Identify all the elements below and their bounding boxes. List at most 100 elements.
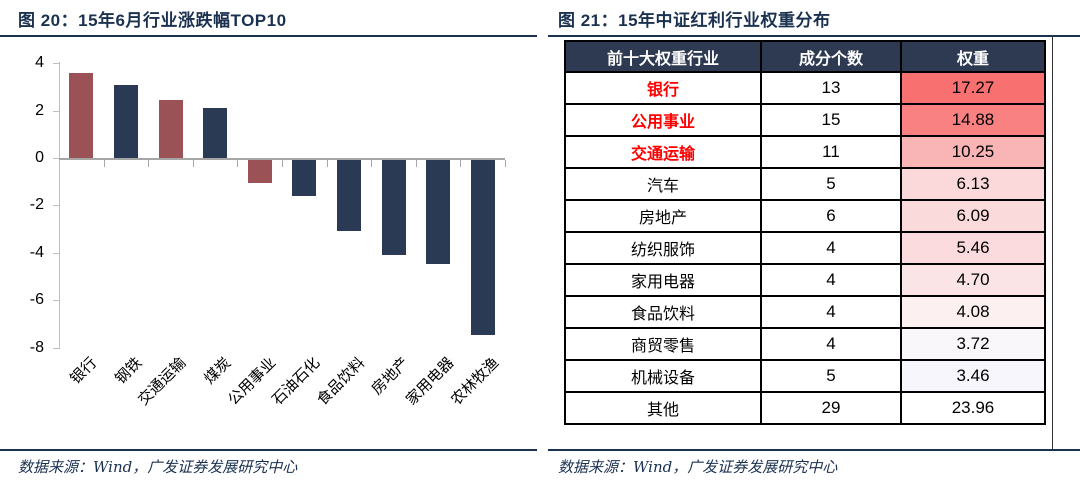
x-category-label: 钢铁 [111, 354, 146, 388]
weight-cell: 6.09 [900, 199, 1046, 233]
y-tick-label: -2 [29, 196, 44, 214]
x-tick-mark [371, 160, 373, 167]
x-category-label: 食品饮料 [313, 354, 369, 409]
bar-chart: 4 2 0 -2 -4 -6 -8 银行 钢铁 交通运输 煤炭 公用事业 石油石化 食品饮料 房地产 家用电器… [0, 40, 540, 448]
figure-20-title-rule [0, 35, 537, 37]
y-tick-mark [53, 300, 59, 302]
y-tick-label: -6 [29, 291, 44, 309]
figure-20-title: 图 20：15年6月行业涨跌幅TOP10 [18, 11, 287, 30]
weight-cell: 4.70 [900, 263, 1046, 297]
x-tick-mark [237, 160, 239, 167]
figure-20-panel: 图 20：15年6月行业涨跌幅TOP10 4 2 0 -2 -4 -6 -8 银行 钢铁 交通运输… [0, 11, 540, 476]
figure-20-source: 数据来源：Wind，广发证券发展研究中心 [18, 458, 298, 476]
industry-cell: 交通运输 [564, 135, 762, 169]
y-tick-label: 2 [35, 101, 44, 119]
chart-bar [470, 160, 495, 336]
figure-21-title-rule [548, 35, 1080, 37]
figure-21-title: 图 21：15年中证红利行业权重分布 [558, 11, 831, 30]
count-cell: 11 [760, 135, 902, 169]
y-tick-mark [53, 205, 59, 207]
chart-bar [336, 160, 361, 232]
table-header-row: 前十大权重行业 成分个数 权重 [564, 40, 1046, 73]
x-category-label: 家用电器 [402, 354, 458, 409]
count-cell: 4 [760, 327, 902, 361]
figure-21-bottom-rule [548, 449, 1080, 451]
weight-cell: 3.72 [900, 327, 1046, 361]
y-tick-mark [53, 347, 59, 349]
count-cell: 29 [760, 391, 902, 425]
industry-cell: 机械设备 [564, 359, 762, 393]
x-tick-mark [103, 160, 105, 167]
weight-cell: 6.13 [900, 167, 1046, 201]
weight-cell: 3.46 [900, 359, 1046, 393]
x-tick-mark [282, 160, 283, 167]
weight-cell: 14.88 [900, 103, 1046, 137]
count-cell: 4 [760, 231, 902, 265]
y-tick-label: 4 [35, 54, 44, 72]
table-row: 公用事业 15 14.88 [564, 103, 1046, 137]
x-category-label: 石油石化 [269, 354, 324, 409]
chart-bar [426, 160, 451, 265]
chart-bar [113, 84, 138, 158]
x-tick-mark [505, 160, 506, 167]
figure-21-source: 数据来源：Wind，广发证券发展研究中心 [558, 458, 838, 476]
x-tick-mark [415, 160, 417, 167]
count-cell: 5 [760, 167, 902, 201]
y-tick-mark [53, 110, 59, 112]
weights-table: 前十大权重行业 成分个数 权重 银行 13 17.27 公用事业 15 14.88 交通运输… [564, 40, 1046, 425]
table-row: 汽车 5 6.13 [564, 167, 1046, 201]
chart-bar [247, 160, 272, 183]
figure-21-panel: 图 21：15年中证红利行业权重分布 前十大权重行业 成分个数 权重 银行 13 1… [540, 0, 1080, 486]
x-axis-zero-line [59, 158, 505, 160]
table-body: 银行 13 17.27 公用事业 15 14.88 交通运输 11 10.25 汽车 5 6.13 房地… [564, 71, 1046, 425]
chart-bar [292, 160, 317, 196]
industry-cell: 房地产 [564, 199, 762, 233]
x-category-label: 公用事业 [224, 354, 280, 409]
count-cell: 15 [760, 103, 902, 137]
weight-cell: 5.46 [900, 231, 1046, 265]
x-tick-mark [192, 160, 194, 167]
x-category-label: 农林牧渔 [447, 354, 503, 409]
weight-cell: 10.25 [900, 135, 1046, 169]
count-cell: 4 [760, 295, 902, 329]
table-row: 机械设备 5 3.46 [564, 359, 1046, 393]
table-row: 银行 13 17.27 [564, 71, 1046, 105]
table-row: 房地产 6 6.09 [564, 199, 1046, 233]
count-cell: 4 [760, 263, 902, 297]
column-header-weight: 权重 [900, 40, 1046, 73]
table-row: 其他 29 23.96 [564, 391, 1046, 425]
industry-cell: 商贸零售 [564, 327, 762, 361]
y-tick-label: -4 [29, 243, 44, 261]
industry-cell: 纺织服饰 [564, 231, 762, 265]
table-row: 商贸零售 4 3.72 [564, 327, 1046, 361]
table-row: 纺织服饰 4 5.46 [564, 231, 1046, 265]
chart-bar [203, 108, 228, 158]
weight-cell: 4.08 [900, 295, 1046, 329]
x-category-label: 交通运输 [135, 354, 190, 409]
x-category-label: 煤炭 [201, 354, 235, 388]
table-row: 家用电器 4 4.70 [564, 263, 1046, 297]
industry-cell: 家用电器 [564, 263, 762, 297]
y-tick-mark [53, 158, 59, 159]
y-tick-label: 0 [35, 149, 44, 166]
x-tick-mark [326, 160, 328, 167]
count-cell: 6 [760, 199, 902, 233]
chart-bar [69, 72, 94, 158]
figure-20-bottom-rule [0, 449, 537, 451]
industry-cell: 汽车 [564, 167, 762, 201]
chart-bar [381, 160, 406, 255]
y-tick-label: -8 [29, 338, 44, 356]
table-row: 食品饮料 4 4.08 [564, 295, 1046, 329]
figure-21-frame-line [1052, 35, 1053, 451]
chart-bar [158, 99, 183, 158]
column-header-industry: 前十大权重行业 [564, 40, 762, 73]
x-tick-mark [460, 160, 462, 167]
y-tick-mark [53, 63, 59, 65]
weight-cell: 17.27 [900, 71, 1046, 105]
industry-cell: 食品饮料 [564, 295, 762, 329]
y-tick-mark [53, 252, 59, 254]
count-cell: 5 [760, 359, 902, 393]
industry-cell: 公用事业 [564, 103, 762, 137]
column-header-count: 成分个数 [760, 40, 902, 73]
